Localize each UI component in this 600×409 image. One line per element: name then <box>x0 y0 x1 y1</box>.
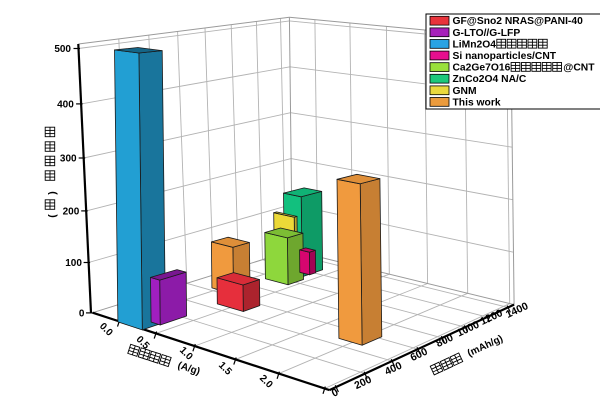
svg-text:100: 100 <box>65 258 82 269</box>
svg-text:GF@Sno2 NRAS@PANI-40: GF@Sno2 NRAS@PANI-40 <box>453 16 584 27</box>
svg-text:LiMn2O4: LiMn2O4 <box>453 39 497 50</box>
svg-text:(: ( <box>47 191 59 195</box>
svg-text:@CNT: @CNT <box>563 63 595 74</box>
svg-text:0: 0 <box>330 386 341 399</box>
svg-text:This work: This work <box>453 97 501 108</box>
svg-text:Ca2Ge7O16: Ca2Ge7O16 <box>453 63 511 74</box>
svg-text:GNM: GNM <box>453 86 477 97</box>
svg-text:200: 200 <box>63 207 80 218</box>
svg-text:G-LTO//G-LFP: G-LTO//G-LFP <box>453 28 521 39</box>
svg-text:300: 300 <box>60 154 77 165</box>
svg-text:500: 500 <box>54 44 71 55</box>
svg-text:): ) <box>47 214 59 218</box>
svg-text:Si nanoparticles/CNT: Si nanoparticles/CNT <box>453 51 557 62</box>
svg-text:0: 0 <box>79 309 85 320</box>
svg-text:400: 400 <box>57 100 74 111</box>
svg-text:ZnCo2O4 NA/C: ZnCo2O4 NA/C <box>453 74 527 85</box>
